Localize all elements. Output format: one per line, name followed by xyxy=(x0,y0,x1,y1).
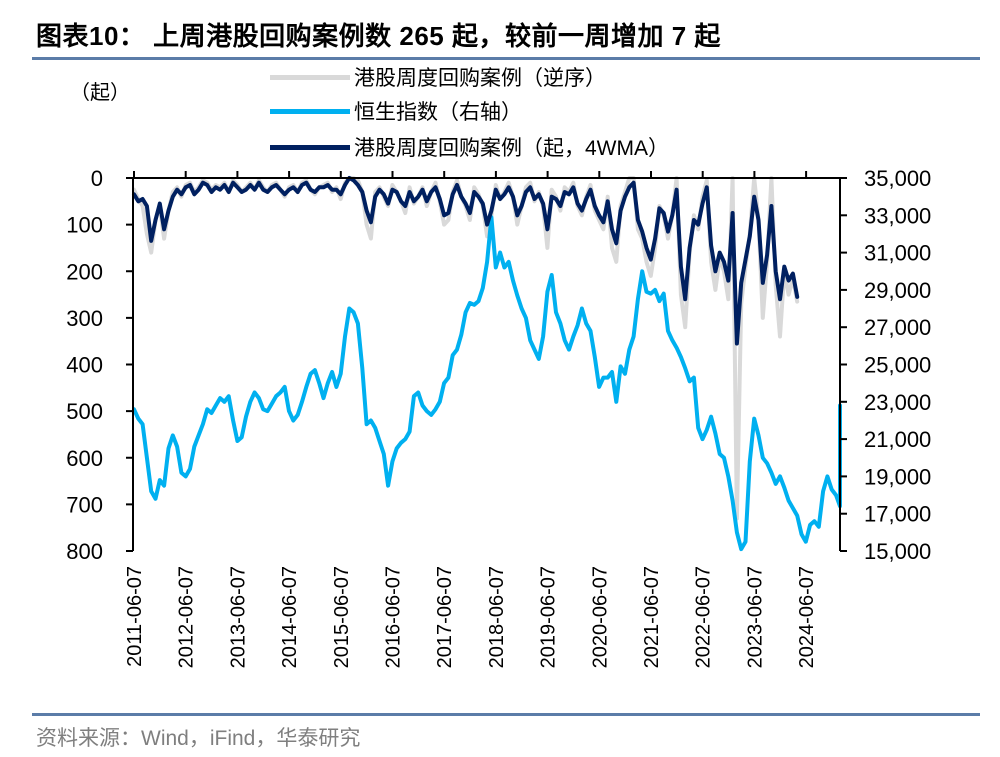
x-axis-tick-label: 2023-06-07 xyxy=(744,566,766,668)
x-axis-tick-label: 2015-06-07 xyxy=(331,566,353,668)
left-axis-tick-label: 700 xyxy=(66,492,103,517)
legend-item-weekly-cases: 港股周度回购案例（逆序） xyxy=(270,62,606,92)
legend-swatch-weekly-cases xyxy=(270,74,350,80)
left-axis-unit-label: （起） xyxy=(70,82,130,104)
chart-title: 图表10： 上周港股回购案例数 265 起，较前一周增加 7 起 xyxy=(36,21,721,51)
x-axis-tick-label: 2016-06-07 xyxy=(383,566,405,668)
axes-layer: 0 100 200 300 400 500 600 700 800 35,000 33,000 31,… xyxy=(66,166,931,668)
x-axis-tick-label: 2014-06-07 xyxy=(279,566,301,668)
legend-item-hsi: 恒生指数（右轴） xyxy=(270,96,522,126)
right-axis-tick-label: 15,000 xyxy=(864,539,931,564)
left-axis-tick-label: 500 xyxy=(66,399,103,424)
left-axis-tick-label: 800 xyxy=(66,539,103,564)
x-axis-tick-label: 2013-06-07 xyxy=(227,566,249,668)
x-axis-tick-label: 2019-06-07 xyxy=(538,566,560,668)
left-axis-tick-label: 300 xyxy=(66,306,103,331)
right-axis-tick-label: 23,000 xyxy=(864,390,931,415)
legend-label-hsi: 恒生指数（右轴） xyxy=(354,101,522,124)
x-axis-tick-label: 2017-06-07 xyxy=(434,566,456,668)
right-axis-tick-label: 29,000 xyxy=(864,278,931,303)
legend-swatch-hsi xyxy=(270,108,350,114)
series-line-hsi xyxy=(132,215,842,552)
series-line-weekly-cases xyxy=(132,176,800,521)
legend-label-weekly-cases: 港股周度回购案例（逆序） xyxy=(354,67,606,90)
right-axis-tick-label: 19,000 xyxy=(864,464,931,489)
x-axis-tick-label: 2011-06-07 xyxy=(124,566,146,667)
right-axis-tick-label: 21,000 xyxy=(864,427,931,452)
right-axis-tick-label: 31,000 xyxy=(864,241,931,266)
legend-item-cases-4wma: 港股周度回购案例（起，4WMA） xyxy=(270,132,669,162)
x-axis-tick-label: 2021-06-07 xyxy=(641,566,663,668)
legend-label-cases-4wma: 港股周度回购案例（起，4WMA） xyxy=(354,137,669,160)
left-axis-tick-label: 0 xyxy=(91,166,103,191)
bottom-rule xyxy=(32,713,980,716)
left-axis-tick-label: 200 xyxy=(66,259,103,284)
right-axis-tick-label: 17,000 xyxy=(864,502,931,527)
legend-swatch-cases-4wma xyxy=(270,144,350,150)
left-axis-tick-label: 600 xyxy=(66,446,103,471)
x-axis-tick-label: 2018-06-07 xyxy=(486,566,508,668)
right-axis-tick-label: 35,000 xyxy=(864,166,931,191)
right-axis-tick-label: 25,000 xyxy=(864,353,931,378)
series-layer xyxy=(132,176,842,552)
right-axis-tick-label: 27,000 xyxy=(864,315,931,340)
right-axis-tick-label: 33,000 xyxy=(864,203,931,228)
left-axis-tick-label: 400 xyxy=(66,353,103,378)
x-axis-tick-label: 2024-06-07 xyxy=(796,566,818,668)
x-axis-tick-label: 2012-06-07 xyxy=(176,566,198,668)
top-rule xyxy=(32,57,980,60)
x-axis-tick-label: 2022-06-07 xyxy=(693,566,715,668)
source-note: 资料来源：Wind，iFind，华泰研究 xyxy=(36,727,361,750)
x-axis-tick-label: 2020-06-07 xyxy=(589,566,611,668)
series-line-cases-4wma xyxy=(132,176,800,346)
left-axis-tick-label: 100 xyxy=(66,213,103,238)
